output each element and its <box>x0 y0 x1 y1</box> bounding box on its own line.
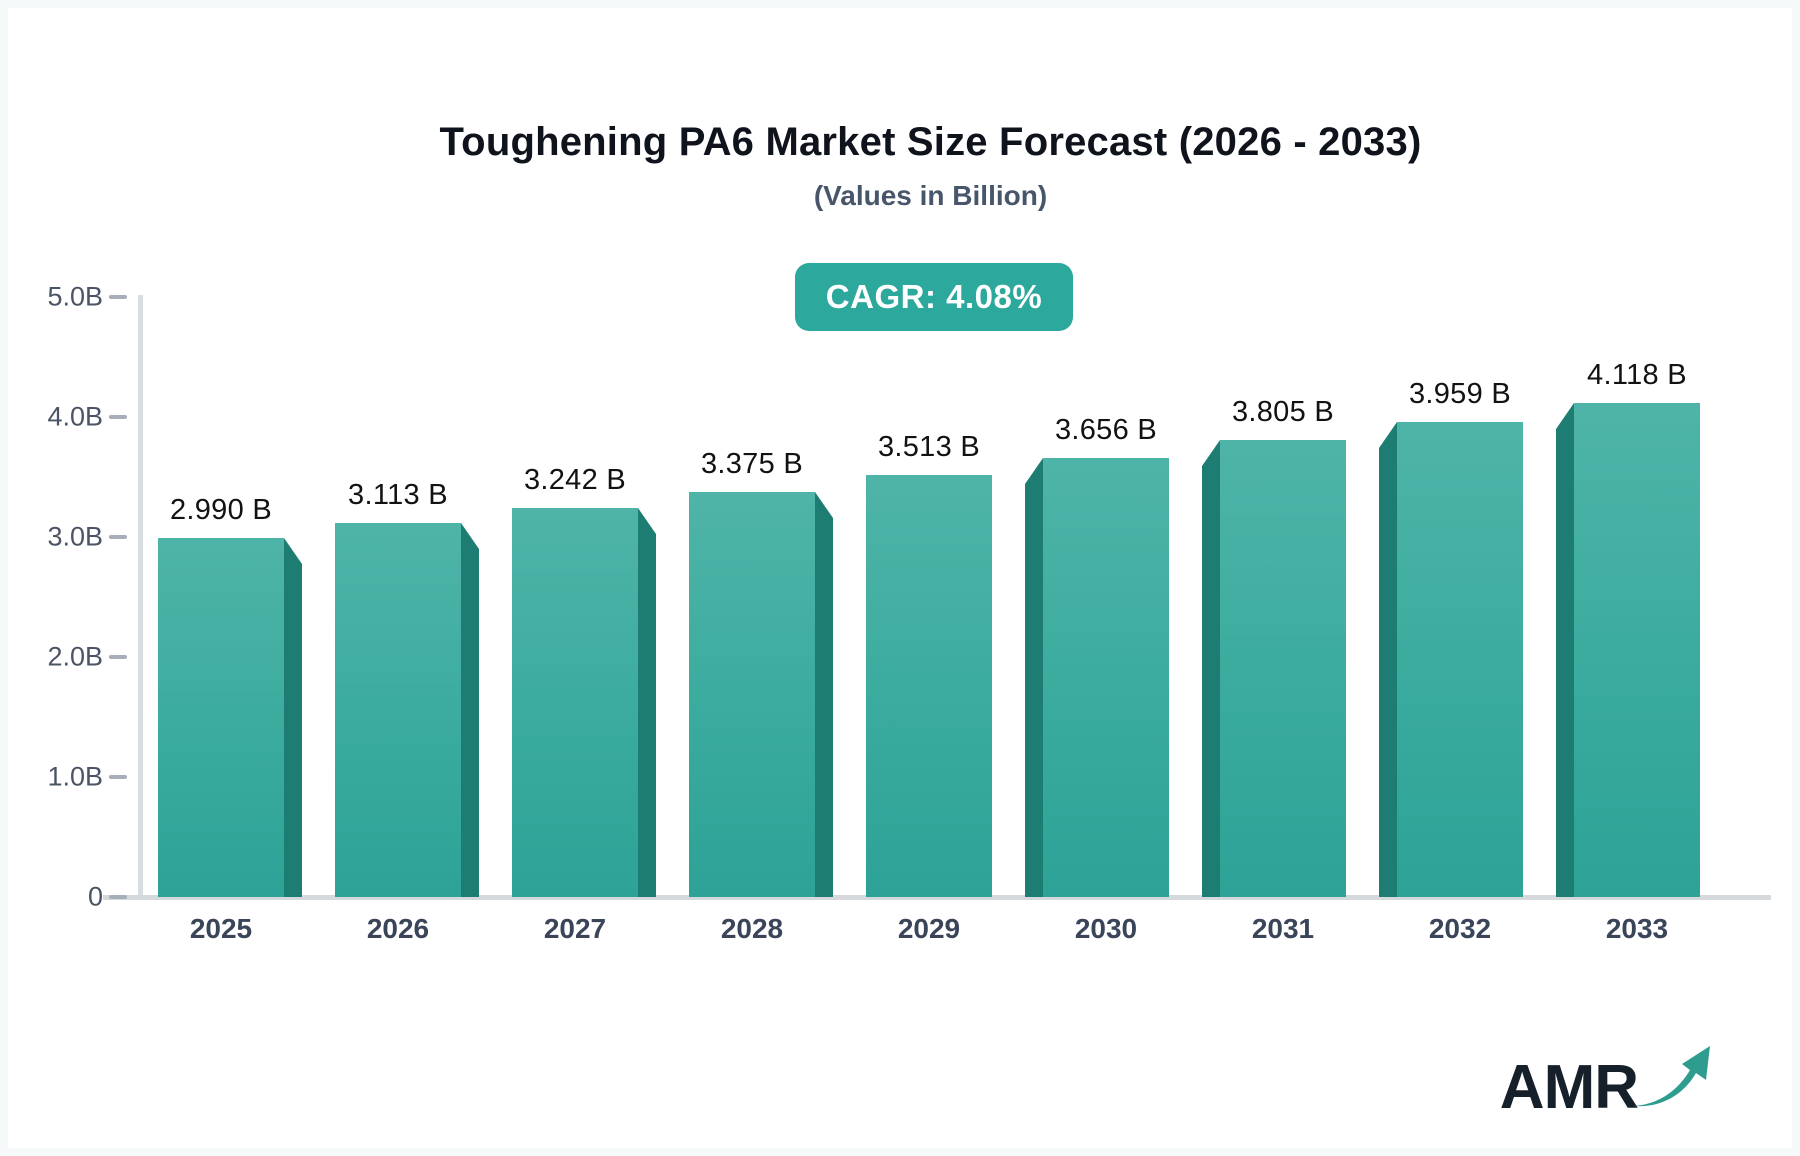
x-axis-year-label: 2031 <box>1251 913 1315 944</box>
y-axis-tick-label: 2.0B <box>47 641 103 672</box>
x-axis-year-label: 2029 <box>897 913 961 944</box>
bar-side-face <box>1556 403 1574 897</box>
y-axis-tick-mark <box>109 295 127 299</box>
y-axis-tick-mark <box>109 415 127 419</box>
x-axis-year-label: 2033 <box>1605 913 1669 944</box>
bar-side-face <box>1379 422 1397 897</box>
y-axis-line <box>138 295 143 899</box>
bar-2030[interactable] <box>1043 458 1169 897</box>
bar-value-label: 3.959 B <box>1408 378 1512 410</box>
bar-2025[interactable] <box>158 538 284 897</box>
bar-2026[interactable] <box>335 523 461 897</box>
bar-side-face <box>1025 458 1043 897</box>
bar-value-label: 3.113 B <box>348 479 448 511</box>
y-axis-tick-label: 0 <box>87 881 103 912</box>
y-axis-tick-label: 4.0B <box>47 401 103 432</box>
x-axis-year-label: 2030 <box>1074 913 1138 944</box>
bar-side-face <box>284 538 302 897</box>
bar-side-face <box>815 492 833 897</box>
cagr-badge-label: CAGR: 4.08% <box>825 278 1043 315</box>
bar-value-label: 2.990 B <box>169 494 273 526</box>
x-axis-year-label: 2026 <box>366 913 430 944</box>
bar-2033[interactable] <box>1574 403 1700 897</box>
y-axis-tick-mark <box>109 535 127 539</box>
y-axis-tick-label: 1.0B <box>47 761 103 792</box>
bar-value-label: 3.375 B <box>700 448 804 480</box>
bar-side-face <box>461 523 479 897</box>
bar-2028[interactable] <box>689 492 815 897</box>
bar-2032[interactable] <box>1397 422 1523 897</box>
chart-subtitle: (Values in Billion) <box>813 180 1048 211</box>
x-axis-baseline <box>103 895 1771 900</box>
y-axis-tick-mark <box>109 895 127 899</box>
bar-value-label: 3.242 B <box>523 464 627 496</box>
y-axis-tick-label: 5.0B <box>47 281 103 312</box>
bar-value-label: 3.656 B <box>1054 414 1158 446</box>
bar-value-label: 3.513 B <box>877 431 981 463</box>
bar-side-face <box>638 508 656 897</box>
x-axis-year-label: 2032 <box>1428 913 1492 944</box>
y-axis-tick-mark <box>109 655 127 659</box>
bar-side-face <box>1202 440 1220 897</box>
bar-value-label: 3.805 B <box>1231 396 1335 428</box>
growth-arrow-icon <box>1632 1040 1714 1117</box>
chart-title: Toughening PA6 Market Size Forecast (202… <box>439 120 1422 164</box>
x-axis-year-label: 2025 <box>189 913 253 944</box>
x-axis-year-label: 2027 <box>543 913 607 944</box>
bar-value-label: 4.118 B <box>1587 359 1687 391</box>
bar-2027[interactable] <box>512 508 638 897</box>
y-axis-tick-label: 3.0B <box>47 521 103 552</box>
bar-2031[interactable] <box>1220 440 1346 897</box>
y-axis-tick-mark <box>109 775 127 779</box>
x-axis-year-label: 2028 <box>720 913 784 944</box>
amr-logo-text: AMR <box>1499 1053 1639 1122</box>
cagr-badge: CAGR: 4.08% <box>795 263 1073 331</box>
bar-2029[interactable] <box>866 475 992 897</box>
amr-logo: AMR <box>1500 1040 1714 1119</box>
